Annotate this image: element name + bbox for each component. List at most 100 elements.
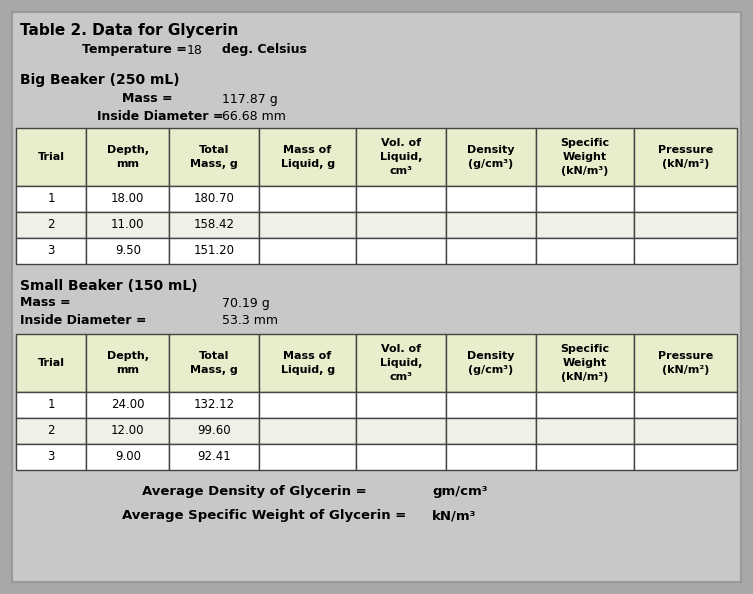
Text: 9.00: 9.00 xyxy=(114,450,141,463)
Text: 158.42: 158.42 xyxy=(194,219,234,232)
Bar xyxy=(87,212,169,238)
Text: 132.12: 132.12 xyxy=(194,399,234,412)
Text: 99.60: 99.60 xyxy=(197,425,230,438)
Bar xyxy=(447,392,536,418)
Text: (kN/m³): (kN/m³) xyxy=(561,372,608,382)
Text: 11.00: 11.00 xyxy=(111,219,145,232)
Bar xyxy=(16,334,87,392)
Text: (kN/m²): (kN/m²) xyxy=(662,159,709,169)
Bar xyxy=(536,128,634,186)
Bar xyxy=(447,212,536,238)
Text: Vol. of: Vol. of xyxy=(381,344,422,354)
Bar xyxy=(356,444,447,470)
Bar xyxy=(87,418,169,444)
Text: Mass of: Mass of xyxy=(283,145,332,155)
Bar xyxy=(536,392,634,418)
Bar xyxy=(169,186,259,212)
Bar xyxy=(536,186,634,212)
Bar xyxy=(356,238,447,264)
Text: Mass of: Mass of xyxy=(283,351,332,361)
Bar xyxy=(356,186,447,212)
Text: (g/cm³): (g/cm³) xyxy=(468,159,514,169)
Bar xyxy=(259,128,356,186)
Bar xyxy=(16,444,87,470)
Text: Liquid,: Liquid, xyxy=(380,152,422,162)
Text: (kN/m³): (kN/m³) xyxy=(561,166,608,176)
Text: Weight: Weight xyxy=(562,152,607,162)
Text: Liquid, g: Liquid, g xyxy=(281,365,334,375)
Text: Table 2. Data for Glycerin: Table 2. Data for Glycerin xyxy=(20,23,239,37)
Bar xyxy=(634,334,737,392)
Bar xyxy=(16,186,87,212)
Bar xyxy=(634,186,737,212)
Text: 18: 18 xyxy=(187,43,203,56)
Bar xyxy=(356,212,447,238)
Text: cm³: cm³ xyxy=(390,166,413,176)
Text: 2: 2 xyxy=(47,425,55,438)
Bar xyxy=(87,444,169,470)
Bar xyxy=(634,212,737,238)
Text: Specific: Specific xyxy=(560,138,609,148)
Text: Temperature =: Temperature = xyxy=(82,43,187,56)
Bar xyxy=(356,392,447,418)
Bar xyxy=(16,128,87,186)
Bar xyxy=(259,238,356,264)
Bar xyxy=(634,128,737,186)
Text: (g/cm³): (g/cm³) xyxy=(468,365,514,375)
Text: Density: Density xyxy=(468,351,515,361)
Text: 1: 1 xyxy=(47,399,55,412)
Bar xyxy=(536,334,634,392)
Text: kN/m³: kN/m³ xyxy=(432,510,477,523)
Text: Mass =: Mass = xyxy=(20,296,71,309)
Text: Mass =: Mass = xyxy=(122,93,172,106)
Bar xyxy=(259,392,356,418)
Bar xyxy=(16,238,87,264)
Text: Total: Total xyxy=(199,145,229,155)
Text: 3: 3 xyxy=(47,450,55,463)
Text: Vol. of: Vol. of xyxy=(381,138,422,148)
Bar xyxy=(169,212,259,238)
Text: Depth,: Depth, xyxy=(107,145,149,155)
Bar xyxy=(259,212,356,238)
Bar xyxy=(634,418,737,444)
Bar xyxy=(536,212,634,238)
Text: Liquid, g: Liquid, g xyxy=(281,159,334,169)
Bar xyxy=(447,186,536,212)
Bar xyxy=(447,418,536,444)
Bar xyxy=(356,128,447,186)
Text: 3: 3 xyxy=(47,245,55,258)
Text: 70.19 g: 70.19 g xyxy=(222,296,270,309)
Bar xyxy=(259,334,356,392)
Bar xyxy=(447,444,536,470)
Bar xyxy=(634,392,737,418)
Text: 53.3 mm: 53.3 mm xyxy=(222,314,278,327)
Text: Total: Total xyxy=(199,351,229,361)
Bar xyxy=(87,334,169,392)
Bar xyxy=(16,392,87,418)
Text: gm/cm³: gm/cm³ xyxy=(432,485,487,498)
Text: Pressure: Pressure xyxy=(657,351,713,361)
Text: Mass, g: Mass, g xyxy=(190,365,238,375)
Bar xyxy=(87,392,169,418)
Text: Small Beaker (150 mL): Small Beaker (150 mL) xyxy=(20,279,197,293)
Bar xyxy=(536,418,634,444)
Text: deg. Celsius: deg. Celsius xyxy=(222,43,307,56)
Text: 18.00: 18.00 xyxy=(111,192,145,206)
Text: Mass, g: Mass, g xyxy=(190,159,238,169)
Text: (kN/m²): (kN/m²) xyxy=(662,365,709,375)
Text: mm: mm xyxy=(116,365,139,375)
Text: 2: 2 xyxy=(47,219,55,232)
Text: Big Beaker (250 mL): Big Beaker (250 mL) xyxy=(20,73,180,87)
Text: 117.87 g: 117.87 g xyxy=(222,93,278,106)
Bar xyxy=(169,334,259,392)
Text: Average Density of Glycerin =: Average Density of Glycerin = xyxy=(142,485,367,498)
Text: 180.70: 180.70 xyxy=(194,192,234,206)
Text: mm: mm xyxy=(116,159,139,169)
Text: Average Specific Weight of Glycerin =: Average Specific Weight of Glycerin = xyxy=(122,510,407,523)
Text: 12.00: 12.00 xyxy=(111,425,145,438)
Bar xyxy=(356,334,447,392)
Bar xyxy=(169,238,259,264)
Bar xyxy=(16,212,87,238)
Text: Specific: Specific xyxy=(560,344,609,354)
Bar xyxy=(259,418,356,444)
